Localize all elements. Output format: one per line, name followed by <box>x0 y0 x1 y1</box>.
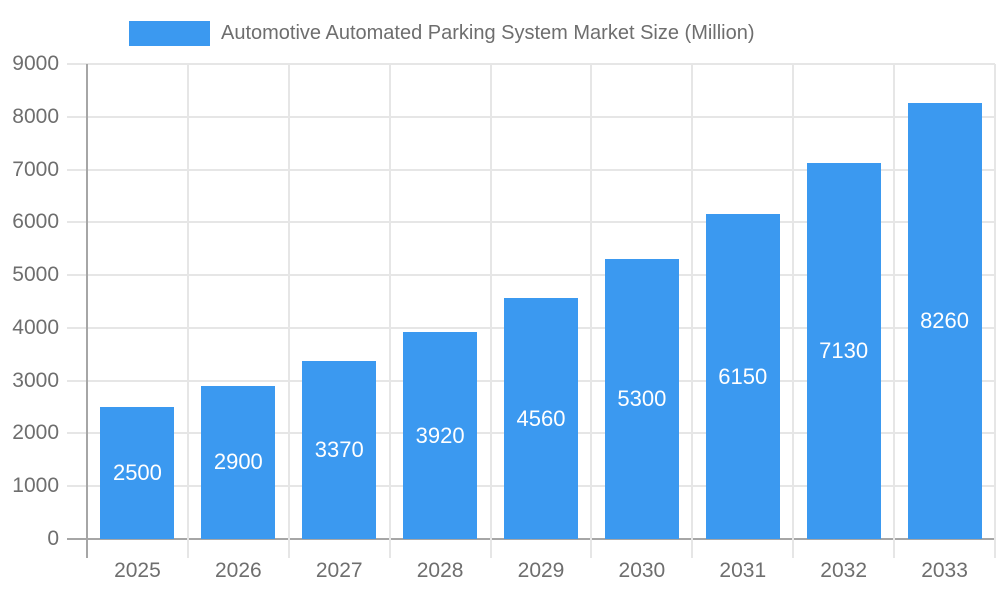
bar-2025[interactable] <box>100 407 175 539</box>
y-axis-label: 0 <box>47 527 59 550</box>
x-axis-label: 2027 <box>315 559 363 582</box>
y-axis-label: 2000 <box>12 421 59 445</box>
legend-label: Automotive Automated Parking System Mark… <box>221 22 755 44</box>
h-gridline <box>67 115 995 118</box>
bar-value-label: 6150 <box>718 363 768 389</box>
h-gridline <box>67 221 995 224</box>
v-gridline <box>489 64 492 558</box>
x-axis-label: 2026 <box>214 559 262 582</box>
bar-2033[interactable] <box>907 103 982 539</box>
bar-value-label: 2500 <box>112 460 162 486</box>
v-gridline <box>691 64 694 558</box>
y-axis-label: 3000 <box>12 368 59 392</box>
y-axis-label: 1000 <box>12 474 59 498</box>
x-axis-label: 2033 <box>921 559 968 582</box>
v-gridline <box>388 64 391 558</box>
bar-2028[interactable] <box>403 332 478 539</box>
x-axis-label: 2028 <box>416 559 464 582</box>
bar-value-label: 8260 <box>920 308 970 334</box>
y-axis-label: 5000 <box>12 263 59 287</box>
x-axis-label: 2029 <box>517 559 565 582</box>
x-axis-label: 2031 <box>719 559 767 582</box>
x-axis-label: 2025 <box>114 559 161 582</box>
bar-2030[interactable] <box>604 259 679 539</box>
h-gridline <box>67 168 995 171</box>
bar-value-label: 7130 <box>819 337 869 363</box>
y-axis-label: 9000 <box>12 52 59 75</box>
v-gridline <box>792 64 795 558</box>
bar-value-label: 3370 <box>314 437 364 463</box>
v-gridline <box>590 64 593 558</box>
bar-value-label: 3920 <box>415 422 465 448</box>
bar-2027[interactable] <box>302 361 377 539</box>
x-axis-label: 2032 <box>820 559 868 582</box>
bar-2032[interactable] <box>806 162 881 539</box>
v-gridline <box>994 64 996 558</box>
legend-swatch-icon <box>129 21 210 46</box>
x-axis-line <box>67 538 995 540</box>
bar-2029[interactable] <box>504 298 578 539</box>
y-axis-label: 6000 <box>12 210 59 234</box>
y-axis-line <box>86 64 88 558</box>
y-axis-label: 8000 <box>12 104 59 128</box>
y-axis-label: 7000 <box>12 157 59 181</box>
h-gridline <box>67 63 995 65</box>
bar-2026[interactable] <box>201 385 276 539</box>
v-gridline <box>287 64 290 558</box>
legend[interactable]: Automotive Automated Parking System Mark… <box>129 21 755 46</box>
bar-2031[interactable] <box>705 214 780 539</box>
v-gridline <box>893 64 896 558</box>
bar-value-label: 5300 <box>617 386 667 412</box>
bar-value-label: 4560 <box>516 405 566 431</box>
y-axis-label: 4000 <box>12 315 59 339</box>
h-gridline <box>67 274 995 277</box>
v-gridline <box>186 64 189 558</box>
x-axis-label: 2030 <box>618 559 666 582</box>
bar-value-label: 2900 <box>213 449 263 475</box>
